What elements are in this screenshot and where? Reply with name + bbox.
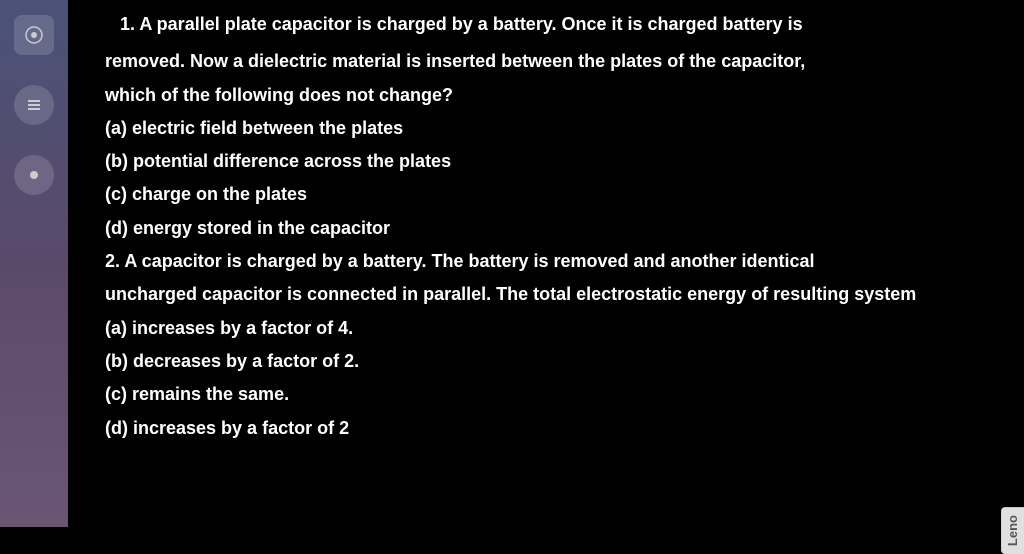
watermark-badge: Leno [1001,507,1024,554]
q1-option-c: (c) charge on the plates [105,178,994,211]
sidebar-icon-3[interactable] [14,155,54,195]
q2-stem-line1: 2. A capacitor is charged by a battery. … [105,245,994,278]
q1-stem-line2: removed. Now a dielectric material is in… [105,45,994,78]
content-area: 1. A parallel plate capacitor is charged… [120,8,994,445]
sidebar-icon-1[interactable] [14,15,54,55]
sidebar-icon-2[interactable] [14,85,54,125]
dot-icon [25,166,43,184]
q2-option-c: (c) remains the same. [105,378,994,411]
q1-option-d: (d) energy stored in the capacitor [105,212,994,245]
q1-option-a: (a) electric field between the plates [105,112,994,145]
q1-option-b: (b) potential difference across the plat… [105,145,994,178]
q1-stem-line1: 1. A parallel plate capacitor is charged… [120,8,994,41]
q2-stem-line2: uncharged capacitor is connected in para… [105,278,994,311]
q2-option-b: (b) decreases by a factor of 2. [105,345,994,378]
q2-option-d: (d) increases by a factor of 2 [105,412,994,445]
q2-option-a: (a) increases by a factor of 4. [105,312,994,345]
speaker-icon [24,25,44,45]
lines-icon [25,96,43,114]
sidebar [0,0,68,527]
q1-stem-line3: which of the following does not change? [105,79,994,112]
